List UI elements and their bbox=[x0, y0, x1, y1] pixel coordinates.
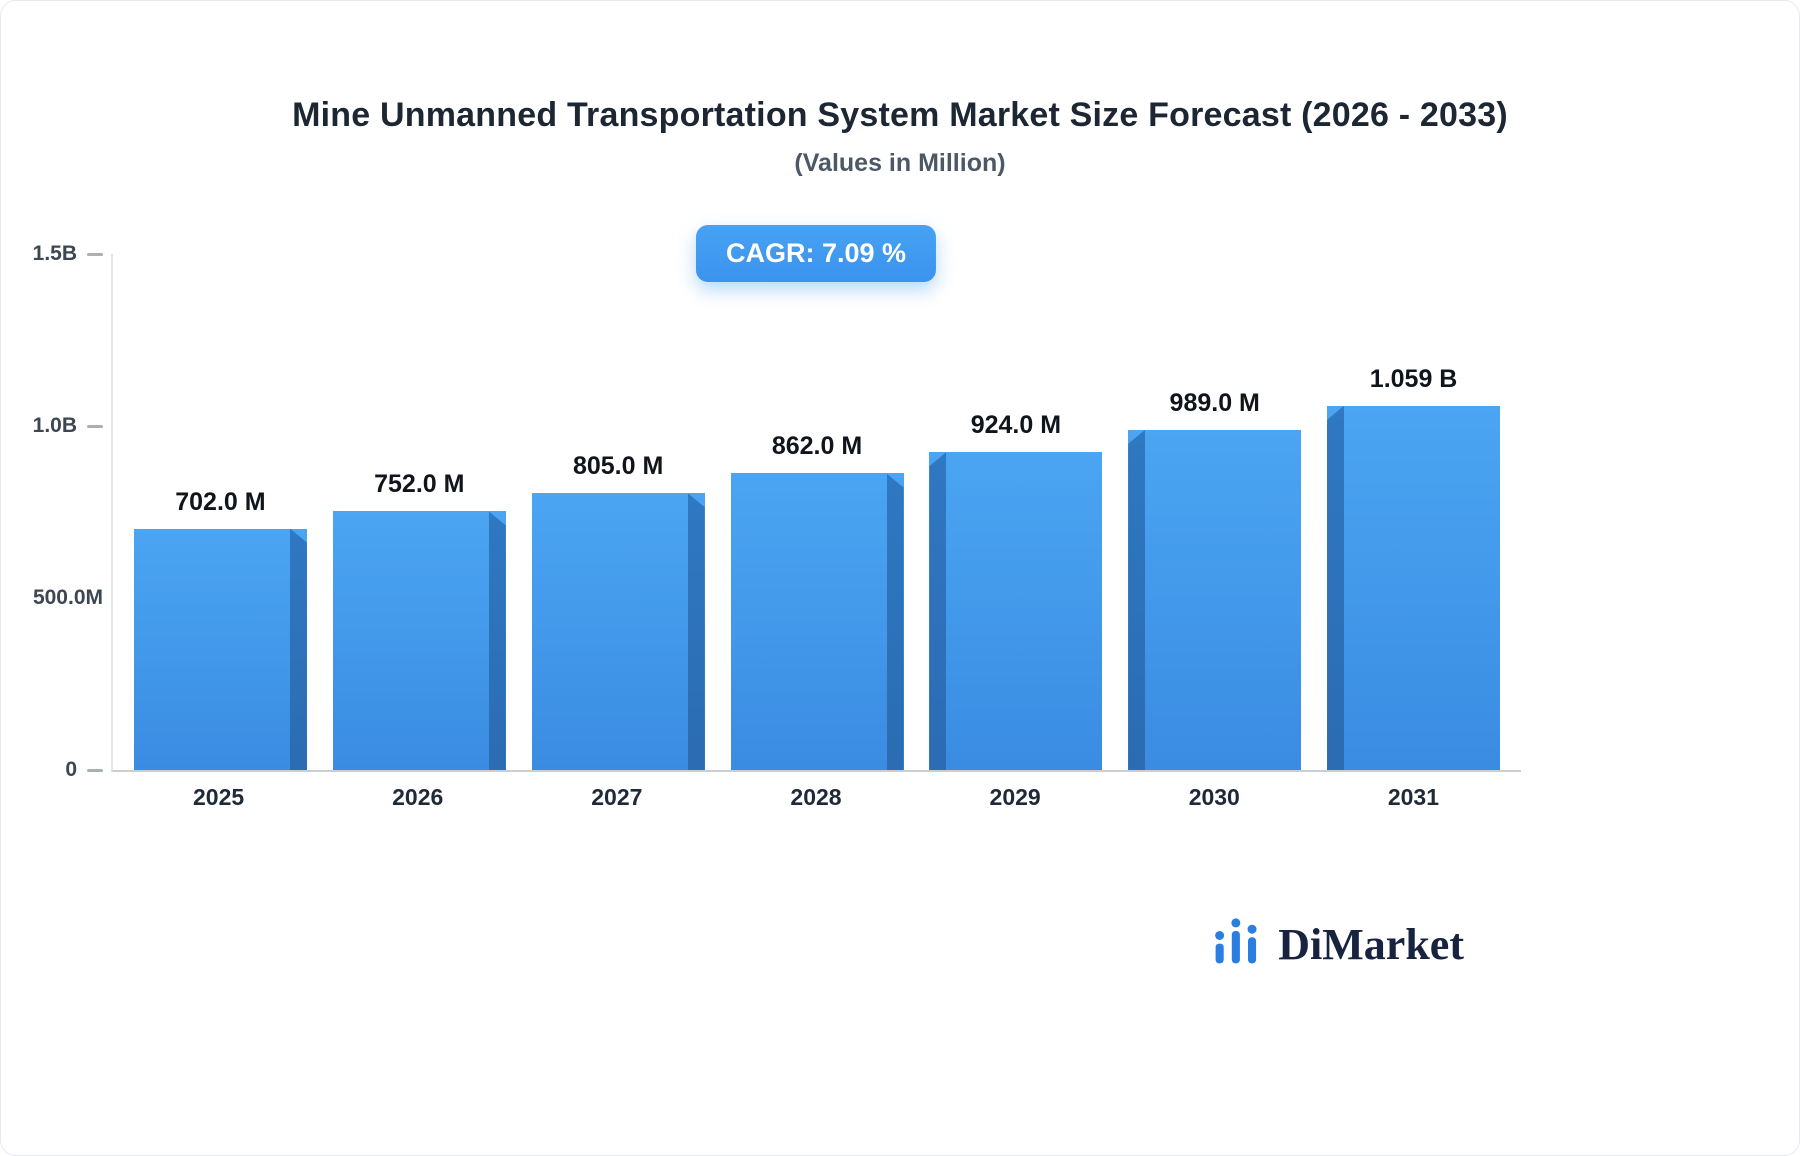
bars-container: 702.0 M 752.0 M 805.0 M 862.0 M 924.0 M 989.0… bbox=[113, 254, 1521, 770]
bar-2031[interactable] bbox=[1327, 405, 1501, 770]
bar-value-label: 989.0 M bbox=[1169, 388, 1260, 417]
bar-3d-side bbox=[1327, 405, 1345, 770]
y-tick-mark bbox=[87, 768, 103, 772]
bar-slot-2026: 752.0 M bbox=[320, 254, 519, 770]
bar-2030[interactable] bbox=[1128, 429, 1302, 770]
bar-3d-side bbox=[886, 473, 904, 770]
bar-chart-icon bbox=[1215, 918, 1257, 964]
y-tick-0: 0 bbox=[65, 758, 103, 782]
y-tick-mark bbox=[87, 252, 103, 256]
bar-3d-side bbox=[929, 452, 947, 770]
chart-title: Mine Unmanned Transportation System Mark… bbox=[292, 96, 1508, 134]
bar-slot-2028: 862.0 M bbox=[718, 254, 917, 770]
bar-slot-2029: 924.0 M bbox=[916, 254, 1115, 770]
y-tick-label: 1.5B bbox=[32, 242, 77, 265]
x-axis-label-2025: 2025 bbox=[192, 784, 245, 810]
bar-value-label: 1.059 B bbox=[1369, 364, 1458, 393]
bar-slot-2031: 1.059 B bbox=[1314, 254, 1513, 770]
bar-2027[interactable] bbox=[531, 493, 705, 770]
bar-slot-2027: 805.0 M bbox=[519, 254, 718, 770]
bar-2025[interactable] bbox=[133, 528, 307, 770]
y-tick-label: 1.0B bbox=[32, 414, 77, 437]
x-axis-label-2031: 2031 bbox=[1387, 784, 1439, 810]
x-axis-label-2027: 2027 bbox=[591, 784, 643, 810]
x-axis-label-2028: 2028 bbox=[790, 784, 842, 810]
bar-value-label: 702.0 M bbox=[175, 487, 266, 516]
y-tick-1.5B: 1.5B bbox=[33, 242, 103, 266]
brand-logo: DiMarket bbox=[1212, 913, 1464, 967]
bar-3d-side bbox=[687, 493, 705, 770]
bar-value-label: 924.0 M bbox=[970, 411, 1062, 440]
y-tick-mark bbox=[87, 424, 103, 428]
bar-3d-side bbox=[289, 528, 307, 770]
plot-area: 1.5B 1.0B 500.0M 0 702.0 M 752.0 M 805.0 M 862… bbox=[33, 242, 1521, 781]
bar-3d-side bbox=[1128, 429, 1146, 770]
y-tick-label: 500.0M bbox=[32, 586, 103, 609]
brand-name: DiMarket bbox=[1278, 920, 1464, 969]
x-axis-label-2030: 2030 bbox=[1188, 784, 1240, 810]
bar-slot-2025: 702.0 M bbox=[121, 254, 320, 770]
bar-3d-side bbox=[488, 511, 506, 770]
bar-value-label: 862.0 M bbox=[771, 432, 863, 461]
bar-value-label: 752.0 M bbox=[374, 470, 465, 499]
bar-2028[interactable] bbox=[730, 473, 904, 770]
bar-value-label: 805.0 M bbox=[572, 452, 664, 481]
x-axis-labels: 2025 2026 2027 2028 2029 2030 2031 bbox=[111, 784, 1521, 811]
bar-2026[interactable] bbox=[332, 511, 506, 770]
bar-2029[interactable] bbox=[929, 452, 1103, 770]
y-tick-label: 0 bbox=[65, 758, 77, 781]
y-tick-500.0M: 500.0M bbox=[33, 586, 103, 610]
bar-slot-2030: 989.0 M bbox=[1115, 254, 1314, 770]
cagr-badge: CAGR: 7.09 % bbox=[695, 225, 937, 282]
y-tick-1.0B: 1.0B bbox=[33, 414, 103, 438]
chart-subtitle: (Values in Million) bbox=[794, 149, 1006, 177]
cagr-label: CAGR: 7.09 % bbox=[725, 238, 907, 268]
x-axis-label-2026: 2026 bbox=[392, 784, 444, 810]
x-axis-label-2029: 2029 bbox=[989, 784, 1041, 810]
